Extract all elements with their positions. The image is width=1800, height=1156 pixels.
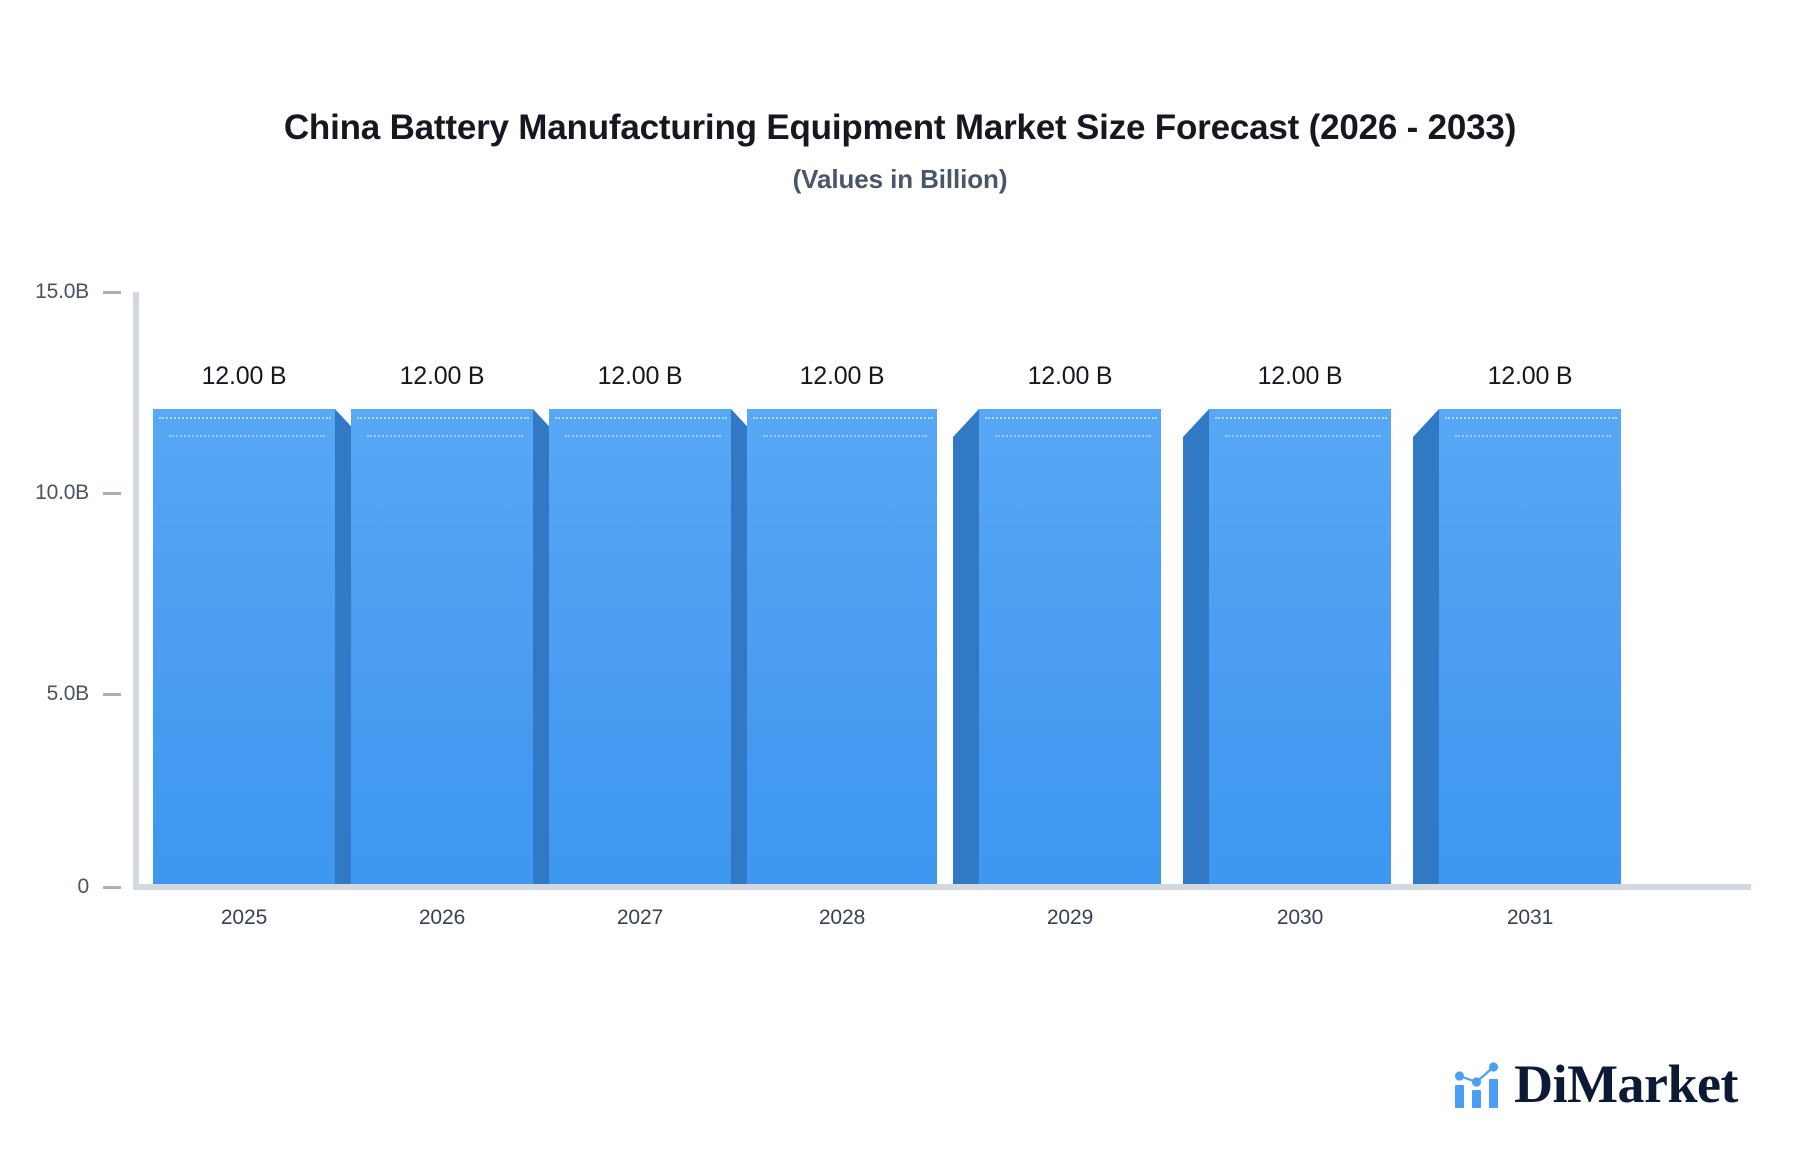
- bar-2028[interactable]: 12.00 B: [747, 292, 937, 884]
- bar-side-face: [953, 409, 979, 884]
- bar-series: 12.00 B 12.00 B 12.00 B 12.00 B: [133, 292, 1751, 890]
- bar-2025[interactable]: 12.00 B: [153, 292, 361, 884]
- bar-body[interactable]: 12.00 B: [351, 362, 559, 884]
- bar-value-label: 12.00 B: [201, 362, 287, 390]
- y-tick-mark-icon: [103, 692, 121, 696]
- chart-header: China Battery Manufacturing Equipment Ma…: [0, 108, 1800, 195]
- bar-value-label: 12.00 B: [597, 362, 683, 390]
- bar-value-label: 12.00 B: [1487, 362, 1573, 390]
- bar-side-face: [1183, 409, 1209, 884]
- y-tick-label: 15.0B: [35, 280, 89, 303]
- y-tick-label: 0: [77, 875, 90, 898]
- bar-value-label: 12.00 B: [1027, 362, 1113, 390]
- x-label-2028: 2028: [818, 906, 866, 929]
- plot-area: [133, 292, 1751, 890]
- x-label-2027: 2027: [616, 906, 664, 929]
- y-tick-mark-icon: [103, 290, 121, 294]
- x-label-2030: 2030: [1276, 906, 1324, 929]
- x-axis-labels: 2025 2026 2027 2028 2029 2030 2031: [133, 906, 1751, 946]
- bar-body[interactable]: 12.00 B: [1183, 362, 1391, 884]
- bar-body[interactable]: 12.00 B: [747, 362, 937, 884]
- x-label-2026: 2026: [418, 906, 466, 929]
- bar-front-face: [979, 409, 1161, 884]
- y-tick-5: 5.0B: [0, 682, 133, 705]
- bar-value-label: 12.00 B: [799, 362, 885, 390]
- brand-logo: DiMarket: [1454, 1057, 1738, 1111]
- bar-2030[interactable]: 12.00 B: [1183, 292, 1391, 884]
- x-label-2031: 2031: [1506, 906, 1554, 929]
- x-axis-line: [133, 884, 1751, 890]
- x-label-2029: 2029: [1046, 906, 1094, 929]
- y-tick-10: 10.0B: [0, 481, 133, 504]
- y-axis-line: [133, 292, 139, 890]
- bar-chart-icon: [1454, 1059, 1500, 1109]
- logo-wordmark: DiMarket: [1514, 1054, 1738, 1114]
- page-title: China Battery Manufacturing Equipment Ma…: [283, 108, 1517, 147]
- bar-value-label: 12.00 B: [399, 362, 485, 390]
- y-tick-mark-icon: [103, 491, 121, 495]
- bar-front-face: [351, 409, 533, 884]
- bar-body[interactable]: 12.00 B: [953, 362, 1161, 884]
- bar-front-face: [1439, 409, 1621, 884]
- y-tick-label: 10.0B: [35, 481, 89, 504]
- bar-front-face: [549, 409, 731, 884]
- bar-2026[interactable]: 12.00 B: [351, 292, 559, 884]
- y-tick-label: 5.0B: [46, 682, 90, 705]
- bar-side-face: [1413, 409, 1439, 884]
- y-tick-0: 0: [0, 875, 133, 898]
- y-axis: 15.0B 10.0B 5.0B 0: [0, 0, 133, 1156]
- bar-body[interactable]: 12.00 B: [153, 362, 361, 884]
- bar-body[interactable]: 12.00 B: [549, 362, 757, 884]
- bar-front-face: [153, 409, 335, 884]
- bar-body[interactable]: 12.00 B: [1413, 362, 1621, 884]
- bar-value-label: 12.00 B: [1257, 362, 1343, 390]
- bar-2029[interactable]: 12.00 B: [953, 292, 1161, 884]
- bar-front-face: [747, 409, 937, 884]
- y-tick-mark-icon: [103, 885, 121, 889]
- chart-subtitle: (Values in Billion): [792, 164, 1008, 195]
- bar-2031[interactable]: 12.00 B: [1413, 292, 1621, 884]
- y-tick-15: 15.0B: [0, 280, 133, 303]
- x-label-2025: 2025: [220, 906, 268, 929]
- bar-2027[interactable]: 12.00 B: [549, 292, 757, 884]
- bar-front-face: [1209, 409, 1391, 884]
